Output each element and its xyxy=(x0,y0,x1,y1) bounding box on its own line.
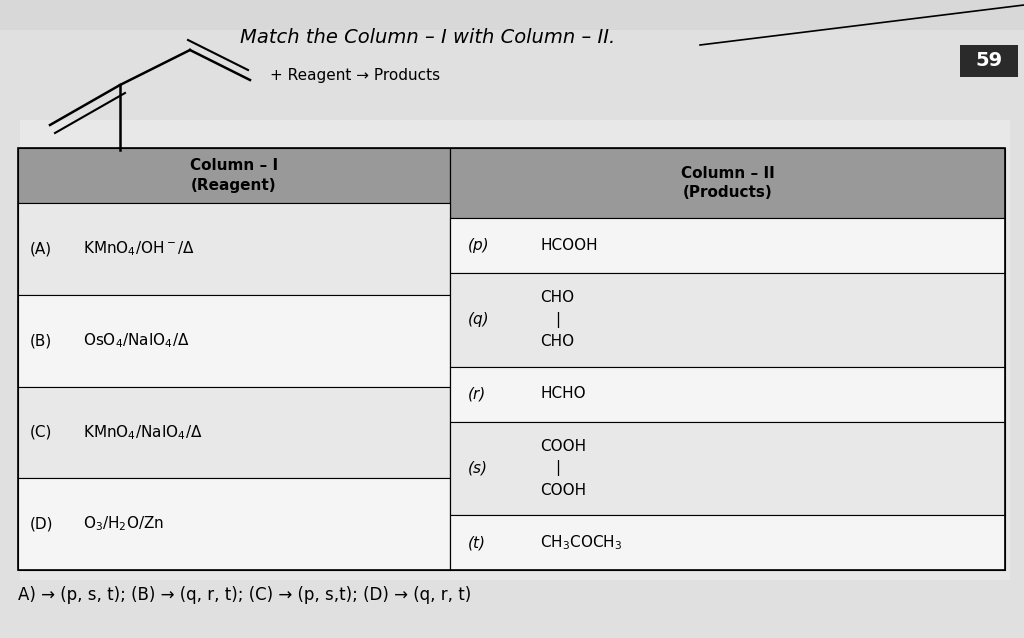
Text: COOH: COOH xyxy=(540,439,586,454)
Text: (D): (D) xyxy=(30,517,53,531)
Text: |: | xyxy=(555,312,560,328)
Bar xyxy=(450,148,1005,218)
Bar xyxy=(18,387,450,478)
Text: (q): (q) xyxy=(468,312,489,327)
Text: HCHO: HCHO xyxy=(540,387,586,401)
Bar xyxy=(18,203,450,218)
Bar xyxy=(450,218,1005,273)
Text: Match the Column – I with Column – II.: Match the Column – I with Column – II. xyxy=(240,28,615,47)
Bar xyxy=(18,148,450,203)
Text: A) → (p, s, t); (B) → (q, r, t); (C) → (p, s,t); (D) → (q, r, t): A) → (p, s, t); (B) → (q, r, t); (C) → (… xyxy=(18,586,471,604)
Text: OsO$_4$/NaIO$_4$/$\Delta$: OsO$_4$/NaIO$_4$/$\Delta$ xyxy=(83,331,189,350)
Bar xyxy=(450,366,1005,422)
Text: (A): (A) xyxy=(30,241,52,256)
Text: + Reagent → Products: + Reagent → Products xyxy=(270,68,440,83)
Bar xyxy=(18,295,450,387)
Text: 59: 59 xyxy=(976,52,1002,71)
Text: CH$_3$COCH$_3$: CH$_3$COCH$_3$ xyxy=(540,533,623,552)
Text: (t): (t) xyxy=(468,535,486,550)
Text: (r): (r) xyxy=(468,387,486,401)
Bar xyxy=(961,45,1018,77)
Bar xyxy=(450,273,1005,366)
Text: CHO: CHO xyxy=(540,334,574,349)
Text: O$_3$/H$_2$O/Zn: O$_3$/H$_2$O/Zn xyxy=(83,515,164,533)
Text: COOH: COOH xyxy=(540,483,586,498)
Text: (s): (s) xyxy=(468,461,488,476)
Text: Column – I
(Reagent): Column – I (Reagent) xyxy=(189,158,279,193)
Text: Column – II
(Products): Column – II (Products) xyxy=(681,166,774,200)
Text: (p): (p) xyxy=(468,238,489,253)
Bar xyxy=(450,422,1005,515)
Text: (C): (C) xyxy=(30,425,52,440)
Text: HCOOH: HCOOH xyxy=(540,238,598,253)
Bar xyxy=(20,120,1010,580)
Text: |: | xyxy=(555,460,560,476)
Text: KMnO$_4$/OH$^-$/$\Delta$: KMnO$_4$/OH$^-$/$\Delta$ xyxy=(83,239,195,258)
Bar xyxy=(18,148,1005,570)
Text: CHO: CHO xyxy=(540,290,574,305)
Bar xyxy=(18,478,450,570)
Text: KMnO$_4$/NaIO$_4$/$\Delta$: KMnO$_4$/NaIO$_4$/$\Delta$ xyxy=(83,423,203,441)
Bar xyxy=(450,515,1005,570)
Text: (B): (B) xyxy=(30,333,52,348)
Bar xyxy=(18,203,450,295)
